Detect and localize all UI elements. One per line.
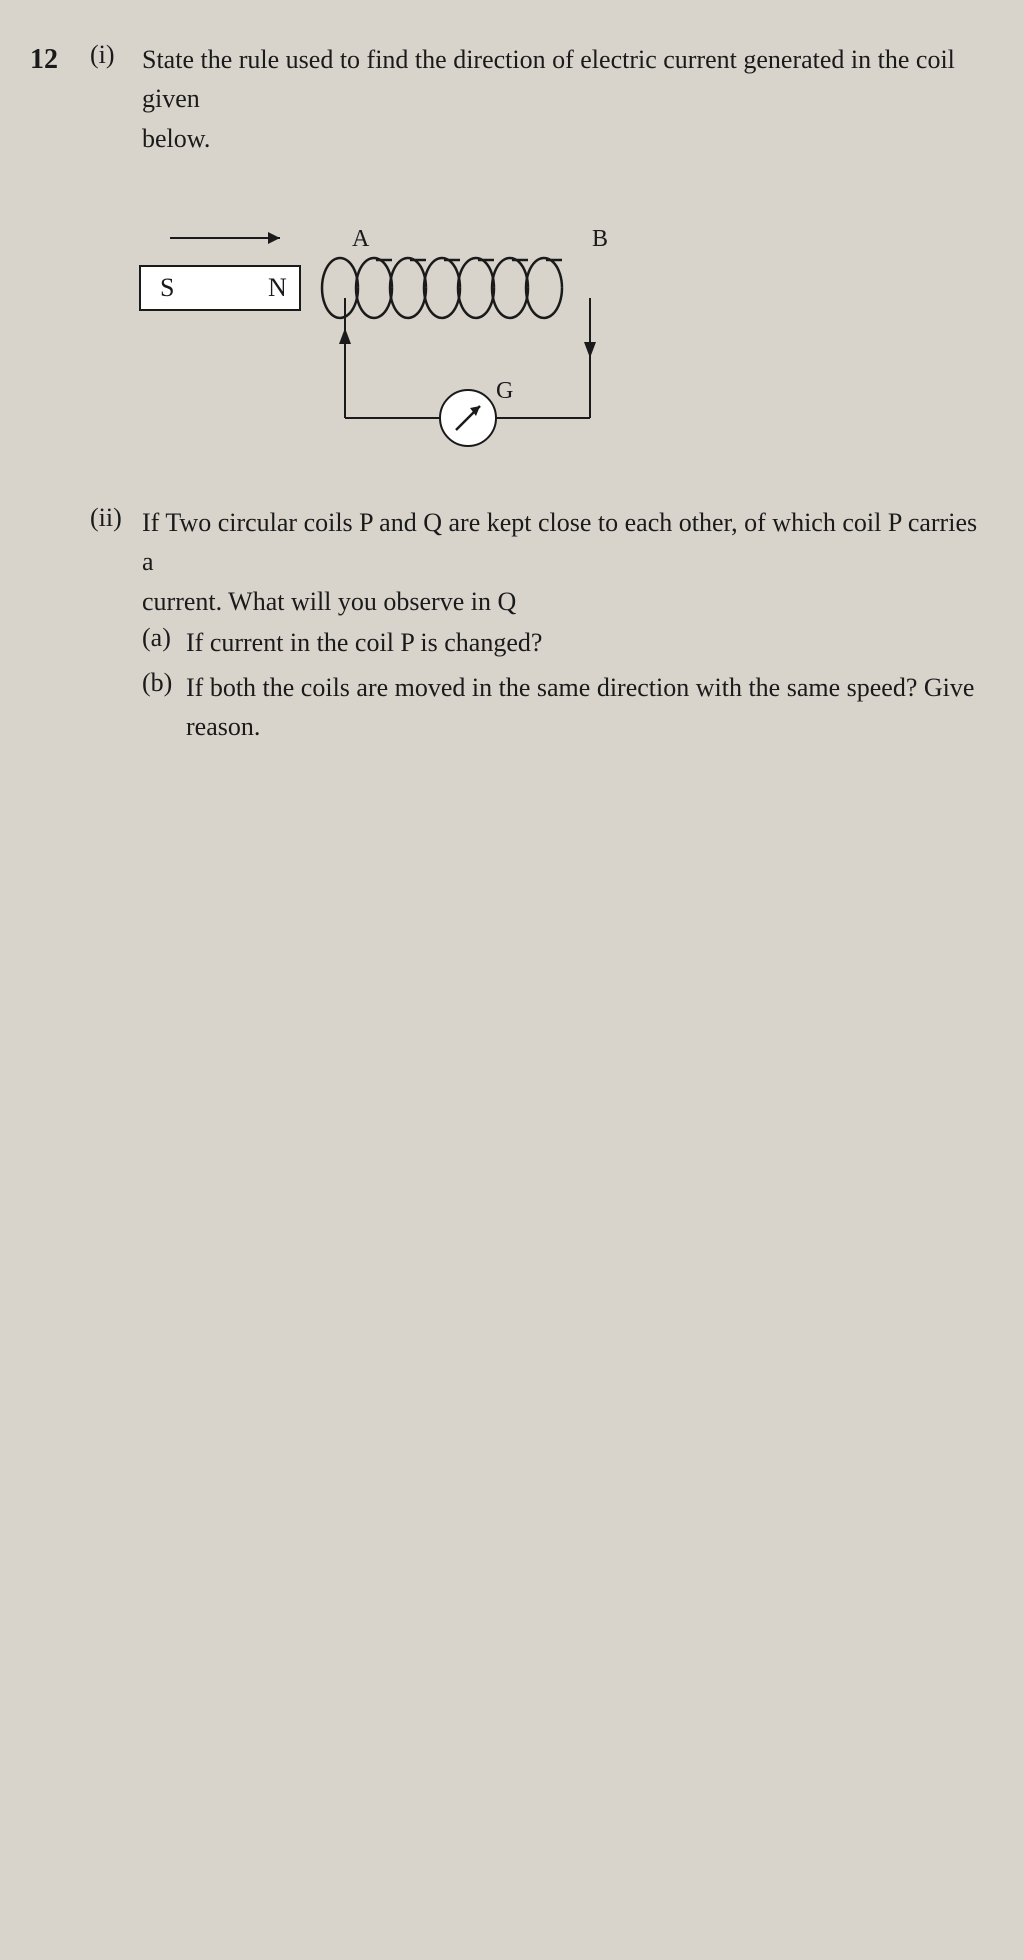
magnet-s-label: S <box>160 273 174 302</box>
sub-a-label: (a) <box>142 623 186 653</box>
part-ii: (ii) If Two circular coils P and Q are k… <box>90 503 994 746</box>
magnet-n-label: N <box>268 273 287 302</box>
coil-loops <box>322 258 562 318</box>
sub-a: (a) If current in the coil P is changed? <box>142 623 994 662</box>
circuit-diagram: S N A B <box>130 198 994 473</box>
wire-right-arrow <box>584 342 596 358</box>
sub-b-text: If both the coils are moved in the same … <box>186 668 994 746</box>
motion-arrow-head <box>268 232 280 244</box>
coil-a-label: A <box>352 226 370 252</box>
part-ii-cont1: current. What will you observe in Q <box>142 587 994 617</box>
sub-b-label: (b) <box>142 668 186 698</box>
sub-b: (b) If both the coils are moved in the s… <box>142 668 994 746</box>
part-i-text: State the rule used to find the directio… <box>142 40 994 118</box>
part-ii-label: (ii) <box>90 503 142 533</box>
part-ii-text: If Two circular coils P and Q are kept c… <box>142 503 994 581</box>
question-content: (i) State the rule used to find the dire… <box>90 40 994 1920</box>
wire-left-arrow <box>339 328 351 344</box>
part-i-below: below. <box>142 124 994 154</box>
question-page: 12 (i) State the rule used to find the d… <box>0 0 1024 1960</box>
circuit-svg: S N A B <box>130 198 650 468</box>
part-i-label: (i) <box>90 40 142 70</box>
part-i: (i) State the rule used to find the dire… <box>90 40 994 154</box>
coil-b-label: B <box>592 226 608 252</box>
question-number: 12 <box>30 40 90 1920</box>
sub-a-text: If current in the coil P is changed? <box>186 623 994 662</box>
galvanometer-label: G <box>496 378 513 404</box>
